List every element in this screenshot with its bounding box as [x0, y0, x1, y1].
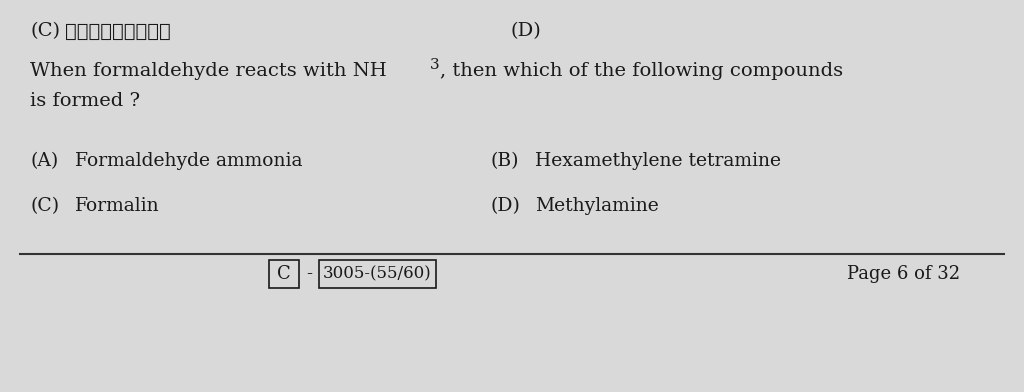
Text: Page 6 of 32: Page 6 of 32 [847, 265, 961, 283]
Text: 3: 3 [430, 58, 439, 72]
Text: C: C [278, 265, 291, 283]
FancyBboxPatch shape [269, 260, 299, 288]
Text: (C): (C) [30, 197, 59, 215]
FancyBboxPatch shape [319, 260, 436, 288]
Text: (C): (C) [30, 22, 60, 40]
Text: Formalin: Formalin [75, 197, 160, 215]
Text: 3005-(55/60): 3005-(55/60) [324, 265, 432, 283]
Text: is formed ?: is formed ? [30, 92, 140, 110]
Text: Methylamine: Methylamine [535, 197, 658, 215]
Text: (D): (D) [490, 197, 520, 215]
Text: फार्मिलिन: फार्मिलिन [65, 22, 171, 41]
Text: Formaldehyde ammonia: Formaldehyde ammonia [75, 152, 302, 170]
Text: Hexamethylene tetramine: Hexamethylene tetramine [535, 152, 781, 170]
Text: (D): (D) [510, 22, 541, 40]
Text: When formaldehyde reacts with NH: When formaldehyde reacts with NH [30, 62, 387, 80]
Text: (B): (B) [490, 152, 518, 170]
Text: , then which of the following compounds: , then which of the following compounds [440, 62, 843, 80]
Text: (A): (A) [30, 152, 58, 170]
Text: -: - [306, 265, 312, 283]
